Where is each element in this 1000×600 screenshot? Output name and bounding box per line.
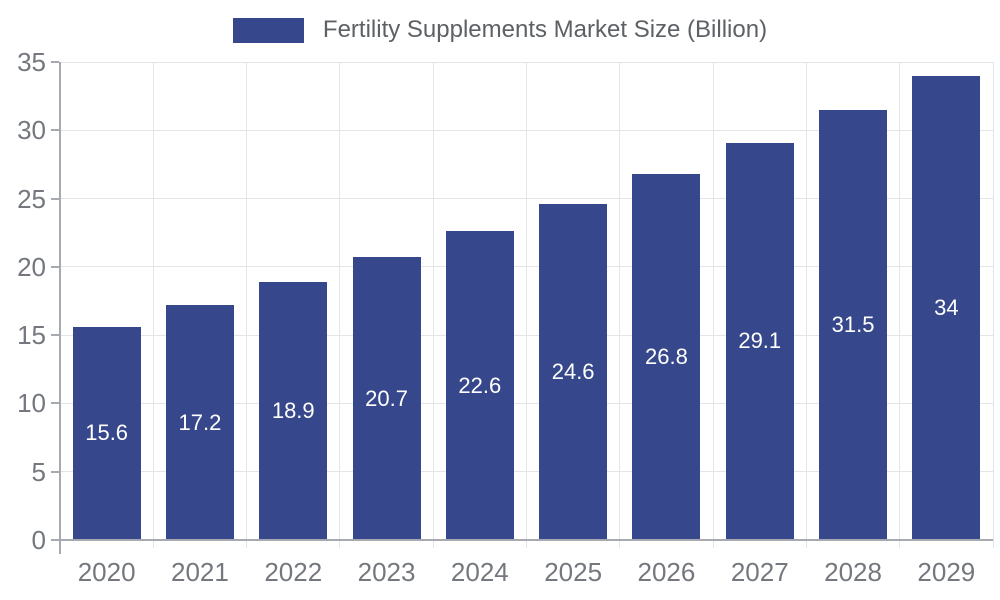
x-gridline <box>152 62 154 548</box>
y-axis-tick <box>51 197 59 200</box>
y-axis-tick <box>51 402 59 405</box>
bar-value-label: 20.7 <box>365 385 408 411</box>
bar-value-label: 18.9 <box>271 397 315 423</box>
bar-2023[interactable]: 20.7 <box>352 257 421 540</box>
legend[interactable]: Fertility Supplements Market Size (Billi… <box>0 16 1000 44</box>
y-axis-tick <box>51 129 59 132</box>
x-axis-tick-label: 2021 <box>171 557 229 587</box>
y-axis-tick <box>51 470 59 473</box>
x-gridline <box>992 62 994 548</box>
y-axis-tick-label: 35 <box>17 47 46 77</box>
x-gridline <box>339 62 341 548</box>
x-axis-tick-label: 2028 <box>824 557 882 587</box>
bar-value-label: 31.5 <box>831 311 875 337</box>
bar-value-label: 17.2 <box>178 409 222 435</box>
x-axis-line <box>59 539 993 541</box>
bar-2022[interactable]: 18.9 <box>259 281 328 540</box>
plot-area: 15.6 17.2 18.9 20.7 22.6 24.6 26.8 29.1 31.5 34 <box>51 61 994 554</box>
y-axis-tick-label: 5 <box>31 456 46 487</box>
bar-2020[interactable]: 15.6 <box>72 326 141 540</box>
x-gridline <box>899 62 901 548</box>
x-gridline <box>526 62 527 548</box>
bar-value-label: 24.6 <box>551 359 595 384</box>
y-axis-tick-label: 30 <box>17 115 46 146</box>
bar-2028[interactable]: 31.5 <box>819 109 888 540</box>
bar-2024[interactable]: 22.6 <box>445 231 514 540</box>
x-axis-tick-label: 2024 <box>450 557 509 587</box>
y-axis-line <box>59 62 61 554</box>
bar-2026[interactable]: 26.8 <box>632 173 701 540</box>
legend-label: Fertility Supplements Market Size (Billi… <box>322 16 768 43</box>
x-axis-tick-label: 2026 <box>637 557 696 587</box>
y-axis-tick <box>51 61 59 63</box>
y-axis-tick-label: 25 <box>17 183 46 214</box>
x-axis-tick-label: 2022 <box>264 557 323 587</box>
bar-2025[interactable]: 24.6 <box>539 204 608 540</box>
bar-value-label: 34 <box>934 294 959 320</box>
x-gridline <box>712 62 714 548</box>
y-axis-tick-label: 15 <box>17 320 46 351</box>
x-gridline <box>805 62 807 548</box>
y-axis-tick-label: 20 <box>17 251 46 282</box>
bar-value-label: 26.8 <box>645 343 688 369</box>
y-axis-tick <box>51 265 59 268</box>
bar-value-label: 15.6 <box>85 420 129 446</box>
x-axis-tick-label: 2027 <box>730 557 789 587</box>
x-gridline <box>619 62 621 548</box>
y-axis-tick <box>51 334 59 337</box>
x-axis-tick-label: 2029 <box>917 557 976 587</box>
bar-2021[interactable]: 17.2 <box>165 305 234 540</box>
legend-swatch <box>232 17 304 43</box>
bar-2027[interactable]: 29.1 <box>725 142 794 540</box>
y-axis-tick <box>51 539 59 541</box>
bar-value-label: 22.6 <box>458 372 502 398</box>
y-axis-tick-label: 0 <box>31 525 46 555</box>
x-axis-tick-label: 2020 <box>77 557 136 587</box>
y-axis-tick-label: 10 <box>17 388 46 419</box>
x-axis-tick-label: 2023 <box>357 557 416 587</box>
x-axis-tick-label: 2025 <box>544 557 603 587</box>
x-gridline <box>246 62 248 548</box>
bar-2029[interactable]: 34 <box>912 75 981 540</box>
x-gridline <box>432 62 434 548</box>
bar-value-label: 29.1 <box>738 328 782 354</box>
